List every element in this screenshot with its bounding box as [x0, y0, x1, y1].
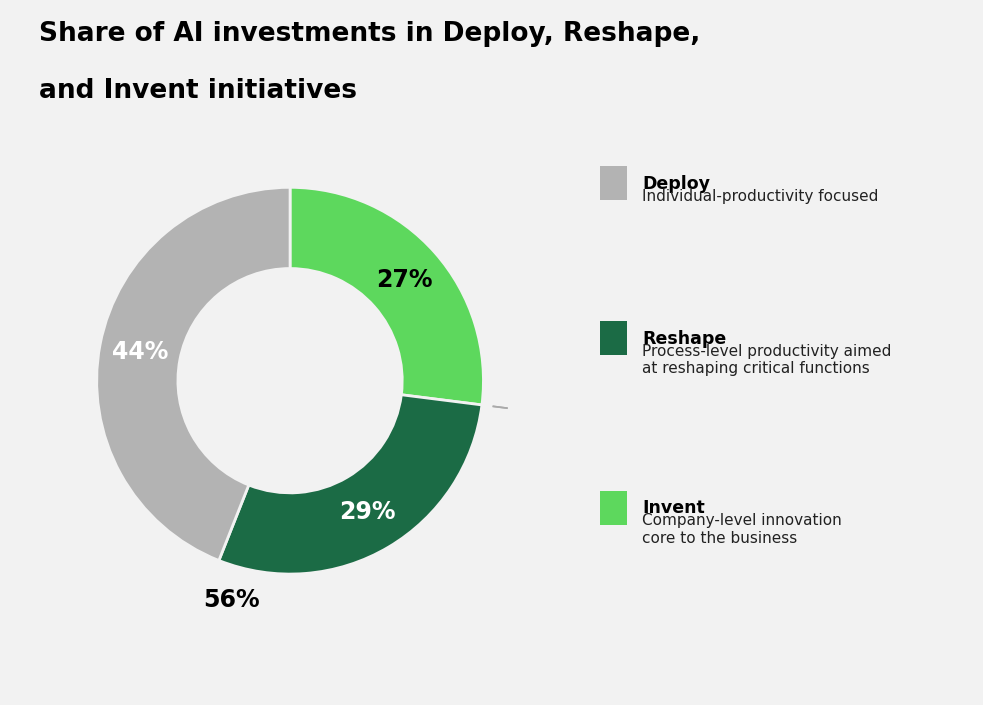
- Text: 44%: 44%: [112, 340, 168, 364]
- Text: Deploy: Deploy: [642, 175, 710, 193]
- Text: and Invent initiatives: and Invent initiatives: [39, 78, 357, 104]
- Text: Share of AI investments in Deploy, Reshape,: Share of AI investments in Deploy, Resha…: [39, 21, 701, 47]
- Text: Company-level innovation
core to the business: Company-level innovation core to the bus…: [642, 513, 841, 546]
- Text: Process-level productivity aimed
at reshaping critical functions: Process-level productivity aimed at resh…: [642, 344, 892, 376]
- Text: Reshape: Reshape: [642, 330, 726, 348]
- Text: 29%: 29%: [339, 500, 396, 525]
- Text: 56%: 56%: [203, 588, 260, 612]
- Text: 27%: 27%: [376, 268, 433, 292]
- Wedge shape: [96, 188, 290, 560]
- Wedge shape: [219, 395, 482, 574]
- Text: Invent: Invent: [642, 499, 705, 517]
- Text: Individual-productivity focused: Individual-productivity focused: [642, 189, 878, 204]
- Wedge shape: [290, 188, 484, 405]
